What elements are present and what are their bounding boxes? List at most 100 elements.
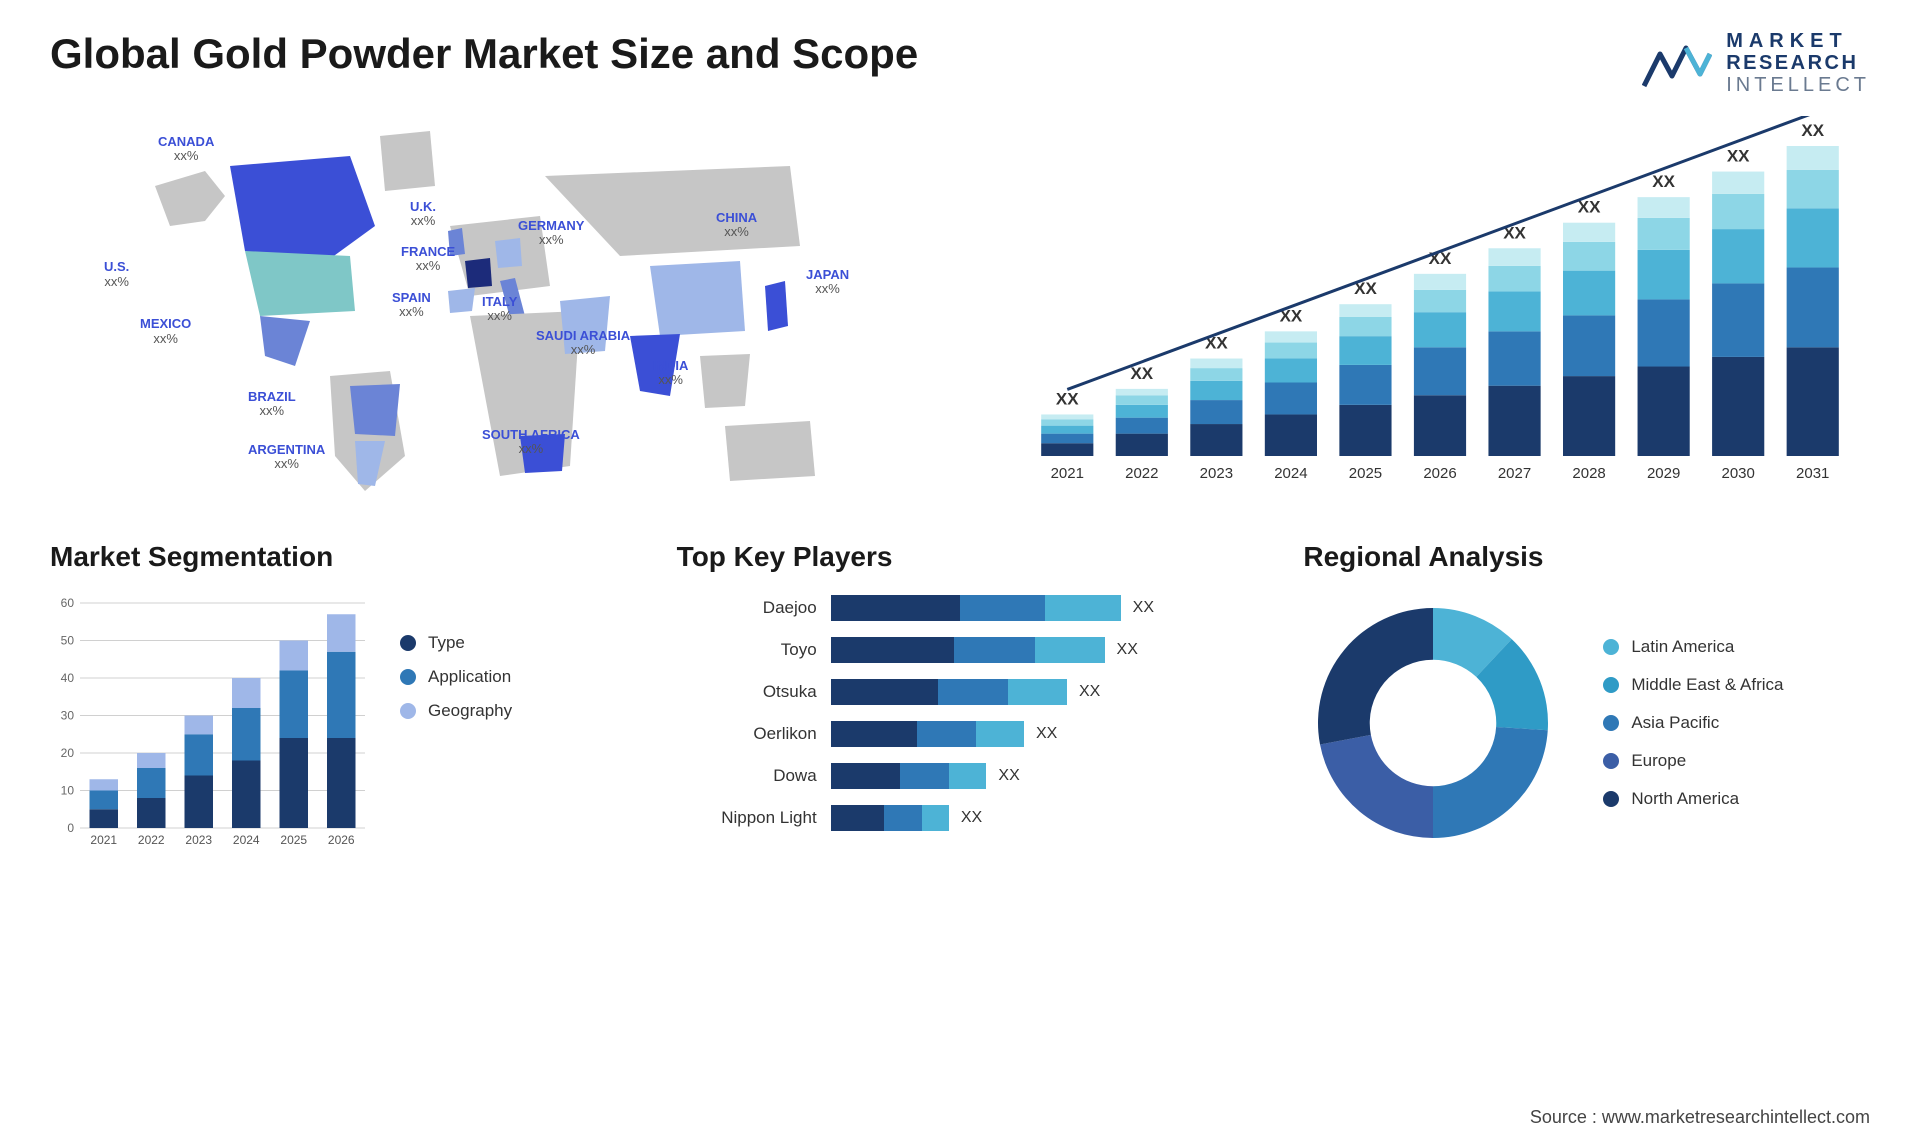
brand-logo: MARKET RESEARCH INTELLECT — [1642, 30, 1870, 96]
player-row: DowaXX — [677, 761, 1244, 791]
segmentation-panel: Market Segmentation 01020304050602021202… — [50, 541, 617, 853]
player-value: XX — [998, 767, 1019, 785]
world-map: CANADAxx%U.S.xx%MEXICOxx%BRAZILxx%ARGENT… — [50, 116, 950, 496]
player-bar — [831, 679, 1067, 705]
player-name: Oerlikon — [677, 724, 817, 744]
player-bar — [831, 805, 949, 831]
map-country: CANADA — [158, 134, 214, 149]
player-value: XX — [1117, 641, 1138, 659]
players-title: Top Key Players — [677, 541, 1244, 573]
svg-text:10: 10 — [61, 784, 75, 798]
map-label: INDIAxx% — [653, 359, 688, 388]
legend-label: North America — [1631, 789, 1739, 809]
svg-text:2021: 2021 — [90, 833, 117, 847]
legend-swatch — [400, 703, 416, 719]
segmentation-title: Market Segmentation — [50, 541, 617, 573]
player-segment — [949, 763, 987, 789]
regions-legend: Latin America Middle East & Africa Asia Pa… — [1603, 637, 1783, 809]
legend-item: Asia Pacific — [1603, 713, 1783, 733]
map-country: U.K. — [410, 199, 436, 214]
svg-text:XX: XX — [1130, 364, 1153, 383]
map-pct: xx% — [401, 259, 455, 273]
player-bar — [831, 637, 1105, 663]
map-pct: xx% — [410, 214, 436, 228]
player-segment — [1008, 679, 1067, 705]
player-row: Oerlikon XX — [677, 719, 1244, 749]
map-country: ARGENTINA — [248, 442, 325, 457]
svg-text:2026: 2026 — [328, 833, 355, 847]
legend-swatch — [1603, 791, 1619, 807]
map-country: FRANCE — [401, 244, 455, 259]
forecast-chart: XX2021XX2022XX2023XX2024XX2025XX2026XX20… — [1010, 116, 1870, 496]
player-segment — [922, 805, 949, 831]
map-label: JAPANxx% — [806, 268, 849, 297]
player-segment — [960, 595, 1046, 621]
segmentation-chart: 0102030405060202120222023202420252026 Ty… — [50, 593, 617, 853]
legend-label: Europe — [1631, 751, 1686, 771]
player-segment — [831, 679, 938, 705]
logo-line-1: MARKET — [1726, 30, 1870, 52]
player-value: XX — [1079, 683, 1100, 701]
player-value: XX — [1036, 725, 1057, 743]
map-pct: xx% — [104, 275, 129, 289]
svg-text:2022: 2022 — [1125, 465, 1158, 482]
map-label: MEXICOxx% — [140, 317, 191, 346]
svg-text:2026: 2026 — [1423, 465, 1456, 482]
player-bar — [831, 595, 1121, 621]
map-label: U.S.xx% — [104, 260, 129, 289]
map-label: ARGENTINAxx% — [248, 443, 325, 472]
svg-text:2028: 2028 — [1572, 465, 1605, 482]
legend-label: Type — [428, 633, 465, 653]
legend-swatch — [1603, 639, 1619, 655]
player-segment — [831, 763, 901, 789]
svg-text:30: 30 — [61, 709, 75, 723]
player-segment — [976, 721, 1024, 747]
map-country: GERMANY — [518, 218, 584, 233]
map-country: BRAZIL — [248, 389, 296, 404]
player-segment — [831, 721, 917, 747]
player-segment — [1045, 595, 1120, 621]
players-chart: DaejooXXToyoXXOtsukaXXOerlikonXXDowaXXNi… — [677, 593, 1244, 833]
source-text: Source : www.marketresearchintellect.com — [1530, 1107, 1870, 1128]
map-label: SAUDI ARABIAxx% — [536, 329, 630, 358]
donut-wrap — [1303, 593, 1563, 853]
segmentation-legend: TypeApplicationGeography — [400, 593, 512, 721]
legend-label: Middle East & Africa — [1631, 675, 1783, 695]
logo-line-3: INTELLECT — [1726, 74, 1870, 96]
player-row: DaejooXX — [677, 593, 1244, 623]
player-name: Nippon Light — [677, 808, 817, 828]
player-bar-wrap: XX — [831, 595, 1244, 621]
svg-text:2027: 2027 — [1498, 465, 1531, 482]
player-name: Otsuka — [677, 682, 817, 702]
svg-text:2031: 2031 — [1796, 465, 1829, 482]
legend-swatch — [1603, 753, 1619, 769]
svg-text:40: 40 — [61, 671, 75, 685]
svg-text:60: 60 — [61, 596, 75, 610]
map-pct: xx% — [806, 282, 849, 296]
player-bar — [831, 721, 1024, 747]
legend-swatch — [1603, 715, 1619, 731]
svg-text:2023: 2023 — [1200, 465, 1233, 482]
regions-chart: Latin America Middle East & Africa Asia Pa… — [1303, 593, 1870, 853]
legend-swatch — [400, 635, 416, 651]
map-pct: xx% — [716, 225, 757, 239]
bottom-row: Market Segmentation 01020304050602021202… — [50, 541, 1870, 853]
player-row: Nippon LightXX — [677, 803, 1244, 833]
regions-panel: Regional Analysis Latin AmericaMiddle Ea… — [1303, 541, 1870, 853]
svg-text:2023: 2023 — [185, 833, 212, 847]
segmentation-svg: 0102030405060202120222023202420252026 — [50, 593, 370, 853]
map-country: INDIA — [653, 358, 688, 373]
map-pct: xx% — [482, 309, 517, 323]
legend-item: Latin America — [1603, 637, 1783, 657]
legend-item: Middle East & Africa — [1603, 675, 1783, 695]
player-bar-wrap: XX — [831, 763, 1244, 789]
player-segment — [884, 805, 922, 831]
map-pct: xx% — [536, 343, 630, 357]
map-pct: xx% — [482, 442, 580, 456]
segmentation-svg-wrap: 0102030405060202120222023202420252026 — [50, 593, 370, 853]
map-label: SOUTH AFRICAxx% — [482, 428, 580, 457]
legend-item: Europe — [1603, 751, 1783, 771]
map-country: JAPAN — [806, 267, 849, 282]
logo-text: MARKET RESEARCH INTELLECT — [1726, 30, 1870, 96]
player-name: Toyo — [677, 640, 817, 660]
